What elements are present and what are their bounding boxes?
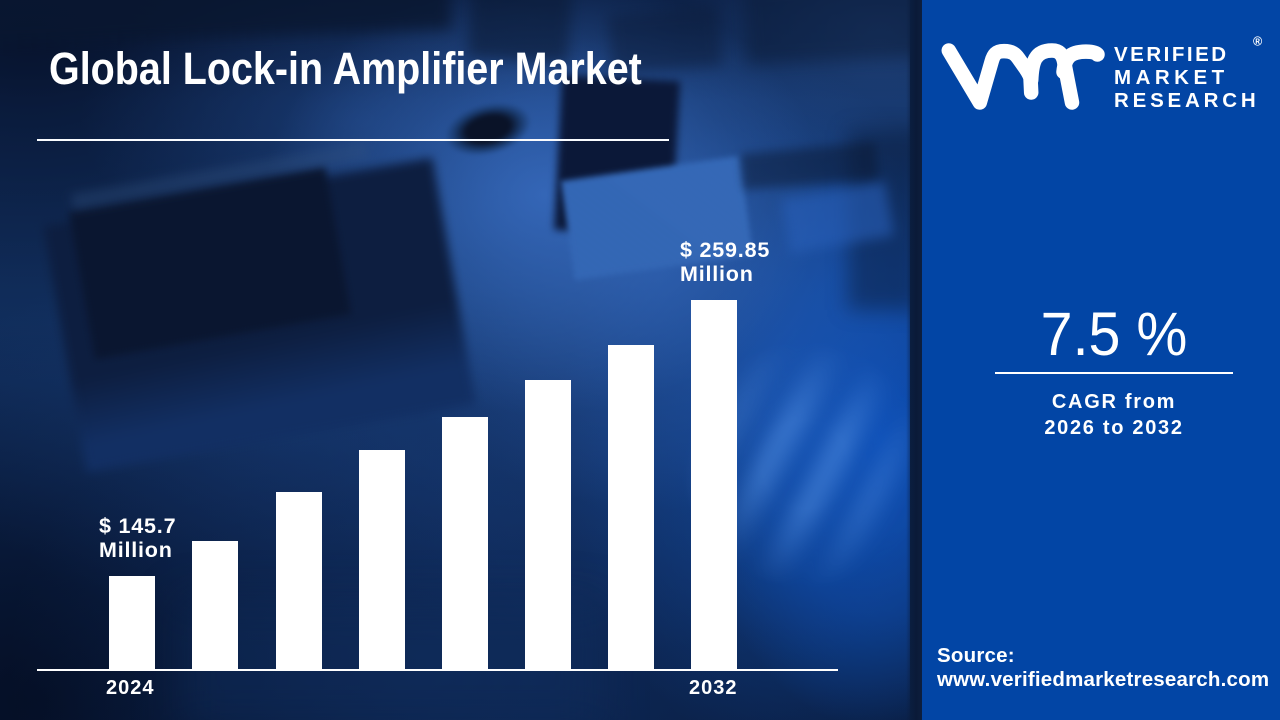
svg-text:VERIFIED: VERIFIED bbox=[1114, 43, 1229, 66]
svg-text:®: ® bbox=[1253, 35, 1263, 49]
svg-text:MARKET: MARKET bbox=[1114, 66, 1229, 89]
svg-text:RESEARCH: RESEARCH bbox=[1114, 89, 1259, 112]
